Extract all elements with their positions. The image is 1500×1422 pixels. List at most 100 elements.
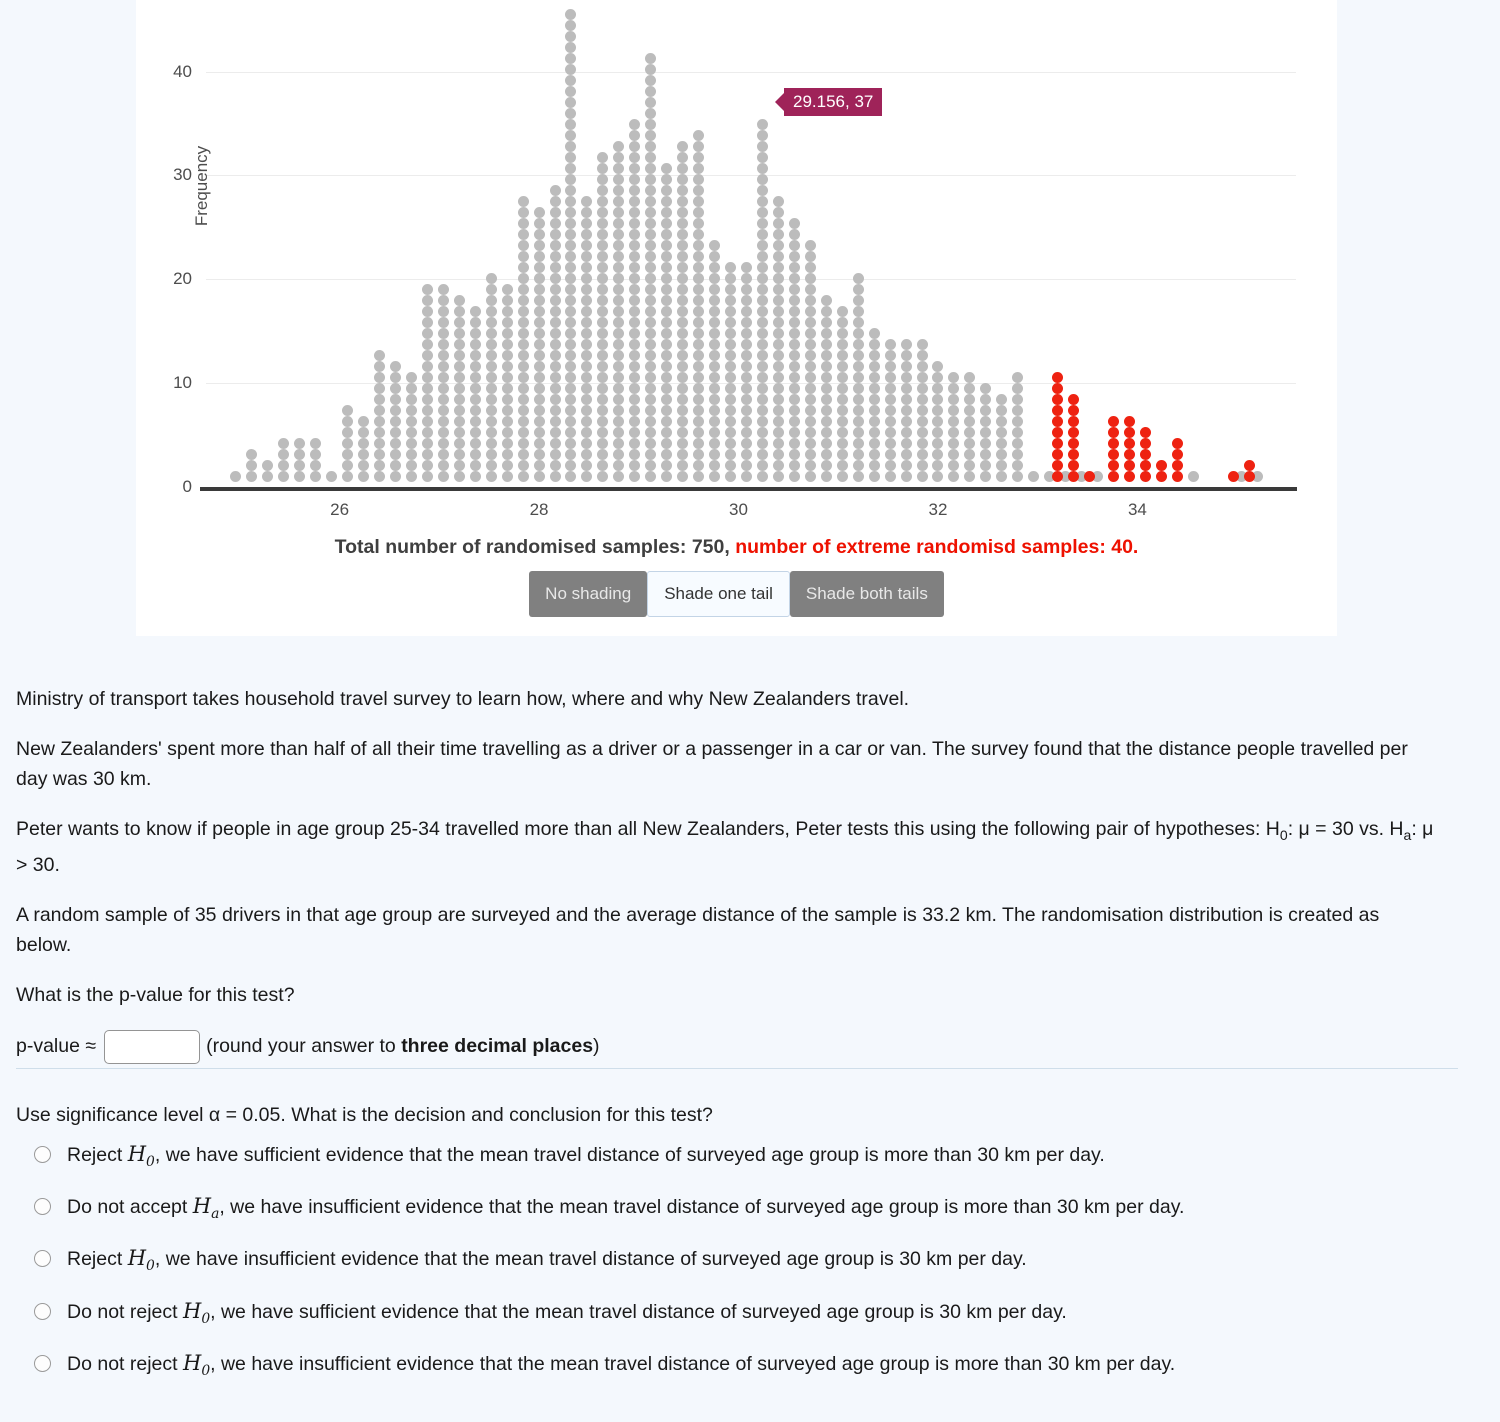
sample-dot <box>661 229 673 240</box>
sample-dot <box>533 328 545 339</box>
extreme-dot <box>1123 449 1135 460</box>
extreme-dot <box>1108 427 1119 438</box>
sample-dot <box>916 427 928 438</box>
extreme-dot <box>1243 471 1255 482</box>
sample-dot <box>868 460 880 471</box>
sample-dot <box>804 471 816 482</box>
sample-dot <box>836 383 848 394</box>
radio-button[interactable] <box>34 1354 51 1372</box>
extreme-dot <box>1123 416 1135 427</box>
sample-dot <box>804 350 816 361</box>
sample-dot <box>661 383 673 394</box>
sample-dot <box>788 295 800 306</box>
sample-dot <box>756 471 768 482</box>
sample-dot <box>549 218 561 229</box>
sample-dot <box>485 284 497 295</box>
sample-dot <box>501 471 513 482</box>
decision-option-3[interactable]: Reject H0, we have insufficient evidence… <box>16 1245 1476 1279</box>
y-tick-label: 10 <box>173 373 192 393</box>
radio-button[interactable] <box>34 1198 51 1216</box>
sample-dot <box>565 339 577 350</box>
sample-dot <box>453 339 465 350</box>
sample-dot <box>469 350 481 361</box>
sample-dot <box>565 284 577 295</box>
sample-dot <box>501 317 513 328</box>
sample-dot <box>1092 471 1104 482</box>
sample-dot <box>741 339 752 350</box>
sample-dot <box>693 449 705 460</box>
shade-button-shade-one-tail[interactable]: Shade one tail <box>647 571 790 617</box>
sample-dot <box>565 108 577 119</box>
extreme-dot <box>1108 438 1119 449</box>
radio-button[interactable] <box>34 1250 51 1268</box>
sample-dot <box>693 262 705 273</box>
sample-dot <box>645 306 657 317</box>
sample-dot <box>741 405 752 416</box>
sample-dot <box>772 262 784 273</box>
sample-dot <box>485 383 497 394</box>
sample-dot <box>629 130 641 141</box>
sample-dot <box>820 295 832 306</box>
decision-option-1[interactable]: Reject H0, we have sufficient evidence t… <box>16 1141 1476 1175</box>
sample-dot <box>405 416 417 427</box>
extreme-dot <box>1243 460 1255 471</box>
sample-dot <box>948 449 960 460</box>
sample-dot <box>629 339 641 350</box>
radio-button[interactable] <box>34 1146 51 1163</box>
sample-dot <box>565 141 577 152</box>
sample-dot <box>421 427 433 438</box>
sample-dot <box>725 383 737 394</box>
sample-dot <box>405 383 417 394</box>
extreme-dot <box>1155 471 1167 482</box>
sample-dot <box>549 471 561 482</box>
sample-dot <box>932 394 944 405</box>
sample-dot <box>581 251 593 262</box>
sample-dot <box>645 152 657 163</box>
shade-button-shade-both-tails[interactable]: Shade both tails <box>789 571 944 617</box>
sample-dot <box>645 405 657 416</box>
sample-dot <box>756 229 768 240</box>
sample-dot <box>437 284 449 295</box>
sample-dot <box>469 328 481 339</box>
sample-dot <box>804 460 816 471</box>
sample-dot <box>437 471 449 482</box>
sample-dot <box>485 471 497 482</box>
sample-dot <box>501 416 513 427</box>
sample-dot <box>852 471 864 482</box>
sample-dot <box>693 174 705 185</box>
sample-dot <box>645 108 657 119</box>
sample-dot <box>453 383 465 394</box>
sample-dot <box>629 306 641 317</box>
pvalue-input[interactable] <box>104 1029 201 1064</box>
sample-dot <box>565 273 577 284</box>
sample-dot <box>725 339 737 350</box>
sample-dot <box>756 460 768 471</box>
decision-option-5[interactable]: Do not reject H0, we have insufficient e… <box>16 1350 1476 1384</box>
sample-dot <box>629 460 641 471</box>
x-tick-label: 26 <box>330 500 350 519</box>
tooltip-label: 29.156, 37 <box>793 92 874 111</box>
sample-dot <box>645 383 657 394</box>
sample-dot <box>645 218 657 229</box>
sample-dot <box>469 471 481 482</box>
sample-dot <box>884 372 896 383</box>
pvalue-hint: (round your answer to three decimal plac… <box>206 1035 599 1058</box>
sample-dot <box>565 130 577 141</box>
sample-dot <box>469 394 481 405</box>
sample-dot <box>693 141 705 152</box>
decision-option-4[interactable]: Do not reject H0, we have sufficient evi… <box>16 1298 1476 1332</box>
decision-option-2[interactable]: Do not accept Ha, we have insufficient e… <box>16 1193 1476 1227</box>
sample-dot <box>741 284 752 295</box>
option-text-pre: Do not accept <box>67 1196 193 1219</box>
sample-dot <box>469 306 481 317</box>
radio-button[interactable] <box>34 1302 51 1320</box>
sample-dot <box>772 416 784 427</box>
sample-dot <box>788 328 800 339</box>
sample-dot <box>453 449 465 460</box>
sample-dot <box>725 295 737 306</box>
shade-button-no-shading[interactable]: No shading <box>529 571 648 617</box>
sample-dot <box>453 361 465 372</box>
sample-dot <box>677 262 689 273</box>
sample-dot <box>820 449 832 460</box>
sample-dot <box>485 317 497 328</box>
